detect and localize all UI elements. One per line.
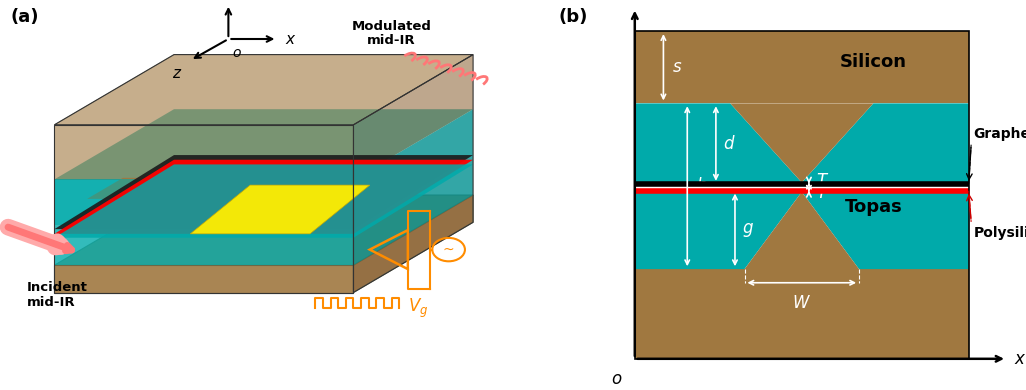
Text: Incident
mid-IR: Incident mid-IR bbox=[27, 281, 88, 309]
Polygon shape bbox=[54, 125, 353, 179]
Text: $T$: $T$ bbox=[816, 184, 829, 202]
Polygon shape bbox=[54, 160, 473, 234]
Text: $T$: $T$ bbox=[816, 172, 829, 190]
Text: $z$: $z$ bbox=[171, 66, 183, 81]
Polygon shape bbox=[87, 178, 253, 199]
Text: $s$: $s$ bbox=[672, 58, 682, 76]
Polygon shape bbox=[54, 155, 473, 229]
Polygon shape bbox=[353, 195, 473, 292]
Text: $g$: $g$ bbox=[742, 221, 754, 239]
Bar bbox=[635, 31, 969, 359]
Text: $y$: $y$ bbox=[629, 0, 641, 2]
Text: $h$: $h$ bbox=[696, 177, 707, 195]
Polygon shape bbox=[54, 265, 353, 292]
Polygon shape bbox=[731, 103, 873, 183]
Text: (b): (b) bbox=[558, 8, 588, 26]
Bar bbox=[635, 31, 969, 103]
Polygon shape bbox=[635, 191, 969, 269]
Polygon shape bbox=[54, 55, 473, 125]
Polygon shape bbox=[54, 109, 473, 179]
Text: (a): (a) bbox=[11, 8, 39, 26]
Text: $x$: $x$ bbox=[1014, 350, 1026, 368]
Text: $x$: $x$ bbox=[285, 32, 298, 46]
Text: Polysilicon: Polysilicon bbox=[974, 226, 1026, 240]
Text: Graphene: Graphene bbox=[974, 127, 1026, 141]
Polygon shape bbox=[745, 192, 859, 269]
Text: Modulated
mid-IR: Modulated mid-IR bbox=[352, 20, 432, 48]
Polygon shape bbox=[353, 109, 473, 265]
Text: ~: ~ bbox=[443, 243, 455, 257]
Polygon shape bbox=[54, 179, 353, 225]
Polygon shape bbox=[54, 165, 473, 238]
Text: Topas: Topas bbox=[844, 198, 902, 216]
Polygon shape bbox=[191, 185, 369, 234]
Bar bbox=[635, 269, 969, 359]
Text: $d$: $d$ bbox=[723, 135, 736, 152]
Text: $o$: $o$ bbox=[232, 46, 242, 60]
Polygon shape bbox=[54, 179, 353, 265]
Polygon shape bbox=[635, 103, 969, 184]
Text: Silicon: Silicon bbox=[840, 53, 907, 71]
Text: $V_g$: $V_g$ bbox=[407, 296, 428, 320]
Polygon shape bbox=[54, 195, 473, 265]
Text: $W$: $W$ bbox=[792, 294, 812, 312]
Polygon shape bbox=[353, 55, 473, 179]
Text: $o$: $o$ bbox=[611, 370, 623, 388]
